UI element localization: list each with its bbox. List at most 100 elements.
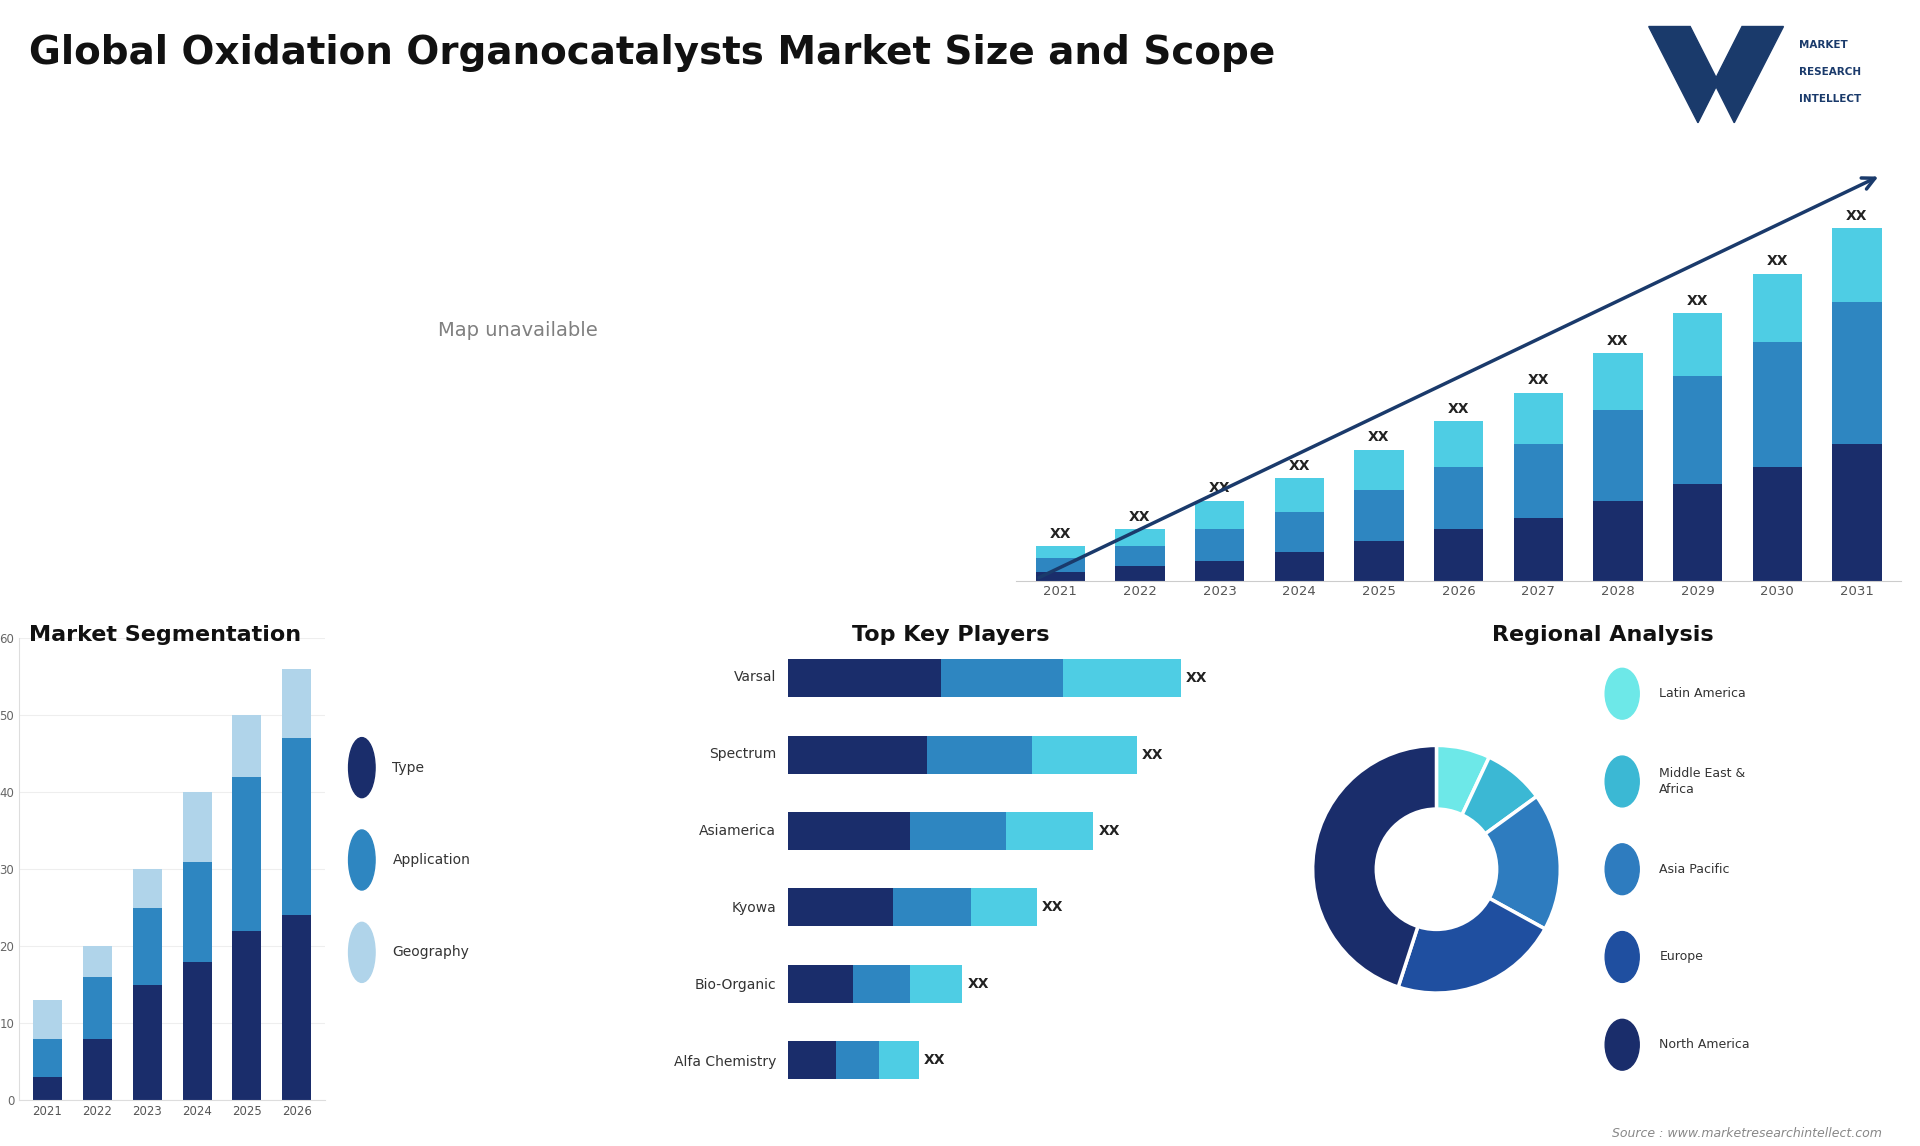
- Text: XX: XX: [1766, 254, 1788, 268]
- Bar: [941, 659, 1064, 698]
- Bar: [787, 1041, 835, 1080]
- Bar: [1194, 501, 1244, 529]
- Bar: [879, 1041, 918, 1080]
- Bar: [1594, 353, 1644, 410]
- Bar: [1116, 566, 1165, 581]
- Text: XX: XX: [1288, 458, 1309, 472]
- Bar: [1753, 274, 1803, 342]
- Polygon shape: [1649, 26, 1784, 123]
- Bar: [1275, 552, 1325, 581]
- Bar: [232, 931, 261, 1100]
- Bar: [787, 965, 852, 1003]
- Text: XX: XX: [1098, 824, 1119, 838]
- Text: Type: Type: [392, 761, 424, 775]
- Circle shape: [1605, 668, 1640, 720]
- Bar: [893, 888, 972, 926]
- Circle shape: [349, 923, 374, 982]
- Bar: [1672, 314, 1722, 376]
- Bar: [1116, 547, 1165, 566]
- Circle shape: [349, 738, 374, 798]
- Bar: [182, 961, 211, 1100]
- Bar: [1035, 558, 1085, 572]
- Bar: [1832, 445, 1882, 581]
- Text: Middle East &
Africa: Middle East & Africa: [1659, 767, 1745, 796]
- Bar: [1434, 466, 1484, 529]
- Text: Top Key Players: Top Key Players: [852, 625, 1048, 644]
- Text: Regional Analysis: Regional Analysis: [1492, 625, 1715, 644]
- Text: Alfa Chemistry: Alfa Chemistry: [674, 1054, 776, 1069]
- Bar: [182, 862, 211, 961]
- Wedge shape: [1436, 796, 1561, 929]
- Bar: [33, 1038, 61, 1077]
- Bar: [1116, 529, 1165, 547]
- Text: XX: XX: [1210, 481, 1231, 495]
- Bar: [835, 1041, 879, 1080]
- Text: XX: XX: [1043, 901, 1064, 915]
- Bar: [1672, 484, 1722, 581]
- Text: Spectrum: Spectrum: [708, 747, 776, 761]
- Text: Asia Pacific: Asia Pacific: [1659, 863, 1730, 876]
- Circle shape: [349, 830, 374, 890]
- Text: INTELLECT: INTELLECT: [1799, 94, 1860, 103]
- Bar: [1194, 560, 1244, 581]
- Bar: [1194, 529, 1244, 560]
- Text: Global Oxidation Organocatalysts Market Size and Scope: Global Oxidation Organocatalysts Market …: [29, 34, 1275, 72]
- Bar: [1354, 489, 1404, 541]
- Text: XX: XX: [1607, 333, 1628, 347]
- Bar: [787, 659, 941, 698]
- Bar: [1753, 342, 1803, 466]
- Wedge shape: [1313, 745, 1436, 987]
- Bar: [132, 869, 161, 908]
- Bar: [852, 965, 910, 1003]
- Bar: [132, 908, 161, 984]
- Bar: [1434, 422, 1484, 466]
- Wedge shape: [1436, 745, 1490, 869]
- Bar: [927, 736, 1033, 774]
- Circle shape: [1605, 1019, 1640, 1070]
- Text: Market Segmentation: Market Segmentation: [29, 625, 301, 644]
- Bar: [787, 813, 910, 850]
- Circle shape: [1375, 807, 1498, 932]
- Text: XX: XX: [1050, 527, 1071, 541]
- Bar: [1434, 529, 1484, 581]
- Text: Varsal: Varsal: [733, 669, 776, 684]
- Bar: [282, 738, 311, 916]
- Bar: [1033, 736, 1137, 774]
- Bar: [83, 947, 111, 978]
- Text: Geography: Geography: [392, 945, 468, 959]
- Bar: [1513, 518, 1563, 581]
- Text: XX: XX: [1187, 672, 1208, 685]
- Text: Europe: Europe: [1659, 950, 1703, 964]
- Text: XX: XX: [1847, 209, 1868, 222]
- Text: Source : www.marketresearchintellect.com: Source : www.marketresearchintellect.com: [1611, 1128, 1882, 1140]
- Bar: [1594, 410, 1644, 501]
- Bar: [232, 715, 261, 777]
- Bar: [1594, 501, 1644, 581]
- Bar: [132, 984, 161, 1100]
- Bar: [972, 888, 1037, 926]
- Text: Latin America: Latin America: [1659, 688, 1745, 700]
- Text: XX: XX: [1369, 430, 1390, 445]
- Text: Asiamerica: Asiamerica: [699, 824, 776, 838]
- Text: XX: XX: [1688, 293, 1709, 308]
- Bar: [1832, 228, 1882, 303]
- Bar: [33, 1077, 61, 1100]
- Bar: [1513, 445, 1563, 518]
- Wedge shape: [1398, 869, 1546, 994]
- Bar: [787, 888, 893, 926]
- Circle shape: [1605, 932, 1640, 982]
- Text: XX: XX: [924, 1053, 945, 1067]
- Bar: [33, 1000, 61, 1038]
- Circle shape: [1605, 756, 1640, 807]
- Bar: [1672, 376, 1722, 484]
- Text: Bio-Organic: Bio-Organic: [695, 978, 776, 991]
- Bar: [1035, 572, 1085, 581]
- Bar: [910, 813, 1006, 850]
- Text: Map unavailable: Map unavailable: [438, 321, 597, 340]
- Bar: [910, 965, 962, 1003]
- Bar: [1354, 450, 1404, 489]
- Bar: [1006, 813, 1092, 850]
- Bar: [282, 916, 311, 1100]
- Text: MARKET: MARKET: [1799, 40, 1847, 49]
- Text: North America: North America: [1659, 1038, 1749, 1051]
